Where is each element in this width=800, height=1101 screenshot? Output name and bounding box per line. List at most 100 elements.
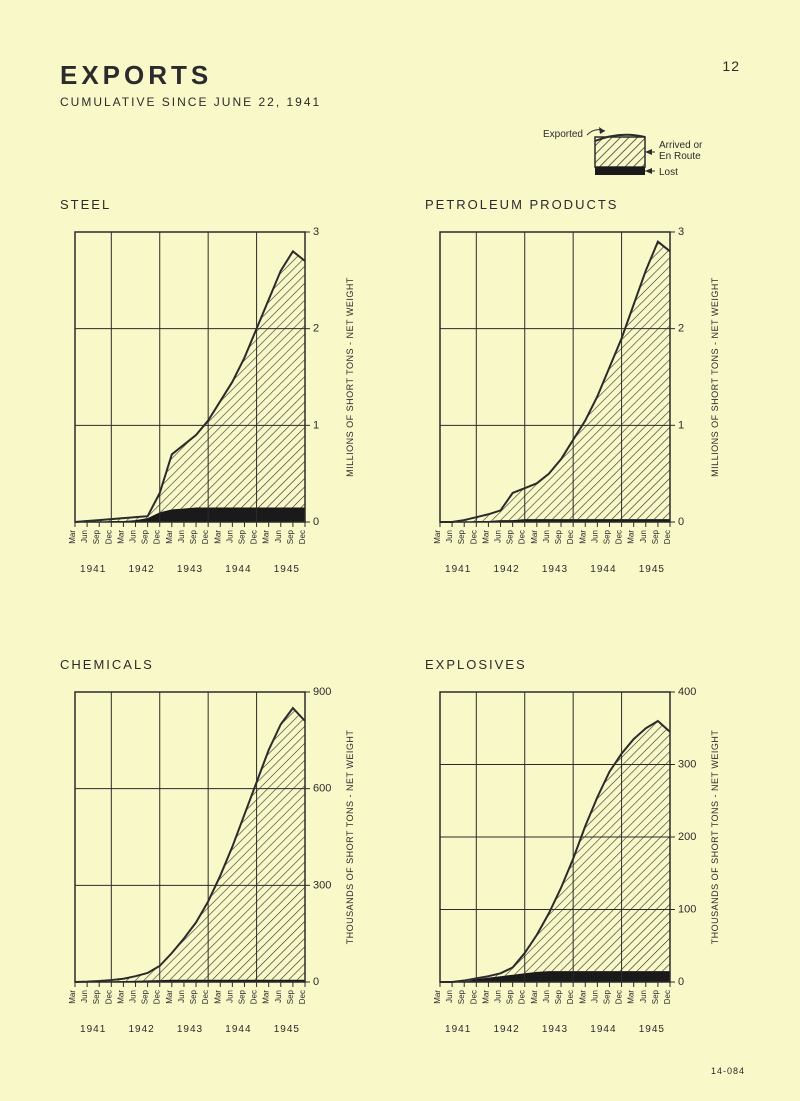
svg-text:Mar: Mar [213,990,222,1004]
chart-grid: STEEL MarJunSepDecMarJunSepDecMarJunSepD… [60,197,760,1087]
svg-text:THOUSANDS OF SHORT TONS - NET: THOUSANDS OF SHORT TONS - NET WEIGHT [345,730,355,945]
svg-text:1941: 1941 [445,564,471,575]
svg-text:Mar: Mar [627,990,636,1004]
svg-text:Jun: Jun [225,530,234,543]
svg-text:Sep: Sep [602,989,611,1004]
svg-text:Lost: Lost [659,167,678,178]
svg-text:0: 0 [678,976,684,988]
svg-text:300: 300 [313,879,331,891]
svg-text:300: 300 [678,759,696,771]
svg-text:Dec: Dec [469,990,478,1004]
svg-text:Dec: Dec [663,990,672,1004]
svg-text:0: 0 [313,976,319,988]
footer-note: 14-084 [711,1066,745,1076]
svg-text:Dec: Dec [153,990,162,1004]
svg-text:Jun: Jun [129,990,138,1003]
svg-text:Dec: Dec [615,530,624,544]
page-title: EXPORTS [60,60,760,91]
svg-text:Jun: Jun [590,530,599,543]
svg-text:Jun: Jun [274,990,283,1003]
svg-text:En Route: En Route [659,151,701,162]
chart-panel-chemicals: CHEMICALS MarJunSepDecMarJunSepDecMarJun… [60,657,395,1087]
svg-text:1942: 1942 [493,1024,519,1035]
svg-text:Jun: Jun [129,530,138,543]
svg-text:Mar: Mar [433,530,442,544]
svg-text:3: 3 [678,226,684,238]
svg-text:Mar: Mar [481,990,490,1004]
svg-text:1942: 1942 [493,564,519,575]
chart-chemicals: MarJunSepDecMarJunSepDecMarJunSepDecMarJ… [60,682,380,1082]
svg-text:1941: 1941 [80,1024,106,1035]
svg-text:Mar: Mar [530,530,539,544]
chart-title: PETROLEUM PRODUCTS [425,197,760,212]
svg-text:Dec: Dec [298,530,307,544]
svg-text:Dec: Dec [201,990,210,1004]
svg-text:1943: 1943 [177,564,203,575]
svg-text:1945: 1945 [274,1024,300,1035]
page-subtitle: CUMULATIVE SINCE JUNE 22, 1941 [60,95,760,109]
svg-text:Dec: Dec [250,990,259,1004]
svg-text:1944: 1944 [590,564,616,575]
svg-text:Sep: Sep [506,989,515,1004]
svg-text:Dec: Dec [104,990,113,1004]
svg-text:Jun: Jun [445,990,454,1003]
svg-text:Mar: Mar [262,990,271,1004]
svg-text:Sep: Sep [189,529,198,544]
svg-text:Jun: Jun [445,530,454,543]
svg-text:3: 3 [313,226,319,238]
svg-text:Exported: Exported [543,129,583,140]
svg-text:Sep: Sep [237,989,246,1004]
svg-text:Mar: Mar [165,530,174,544]
legend: Exported Arrived orEn Route Lost [60,127,760,187]
svg-text:Sep: Sep [189,989,198,1004]
svg-text:Jun: Jun [274,530,283,543]
svg-text:0: 0 [313,516,319,528]
svg-text:1: 1 [678,419,684,431]
svg-text:900: 900 [313,686,331,698]
document-page: 1 2 EXPORTS CUMULATIVE SINCE JUNE 22, 194… [0,0,800,1101]
svg-text:Jun: Jun [590,990,599,1003]
svg-text:1943: 1943 [542,564,568,575]
svg-text:Sep: Sep [554,529,563,544]
svg-text:Sep: Sep [457,529,466,544]
svg-text:Sep: Sep [286,989,295,1004]
svg-text:Arrived or: Arrived or [659,140,703,151]
svg-text:Dec: Dec [250,530,259,544]
svg-text:Jun: Jun [494,990,503,1003]
svg-text:Sep: Sep [92,529,101,544]
svg-text:1945: 1945 [639,1024,665,1035]
svg-text:Sep: Sep [141,529,150,544]
svg-text:1942: 1942 [128,564,154,575]
svg-text:Mar: Mar [578,530,587,544]
svg-text:1944: 1944 [590,1024,616,1035]
svg-text:1943: 1943 [542,1024,568,1035]
svg-text:Dec: Dec [298,990,307,1004]
svg-text:Jun: Jun [639,990,648,1003]
svg-text:Jun: Jun [639,530,648,543]
svg-text:0: 0 [678,516,684,528]
legend-graphic: Exported Arrived orEn Route Lost [520,127,730,187]
svg-text:Jun: Jun [542,530,551,543]
svg-text:Jun: Jun [80,990,89,1003]
svg-text:Dec: Dec [104,530,113,544]
svg-text:Sep: Sep [554,989,563,1004]
svg-text:Jun: Jun [177,990,186,1003]
chart-explosives: MarJunSepDecMarJunSepDecMarJunSepDecMarJ… [425,682,745,1082]
chart-panel-petroleum: PETROLEUM PRODUCTS MarJunSepDecMarJunSep… [425,197,760,627]
svg-text:Dec: Dec [663,530,672,544]
svg-text:Dec: Dec [153,530,162,544]
svg-text:1941: 1941 [445,1024,471,1035]
svg-text:1944: 1944 [225,1024,251,1035]
svg-text:Jun: Jun [225,990,234,1003]
svg-text:400: 400 [678,686,696,698]
chart-panel-explosives: EXPLOSIVES MarJunSepDecMarJunSepDecMarJu… [425,657,760,1087]
svg-text:1945: 1945 [639,564,665,575]
svg-text:2: 2 [678,323,684,335]
svg-text:Dec: Dec [566,990,575,1004]
svg-text:Mar: Mar [213,530,222,544]
svg-text:Sep: Sep [237,529,246,544]
svg-text:Jun: Jun [177,530,186,543]
svg-text:Dec: Dec [518,530,527,544]
svg-text:Mar: Mar [262,530,271,544]
chart-petroleum: MarJunSepDecMarJunSepDecMarJunSepDecMarJ… [425,222,745,622]
